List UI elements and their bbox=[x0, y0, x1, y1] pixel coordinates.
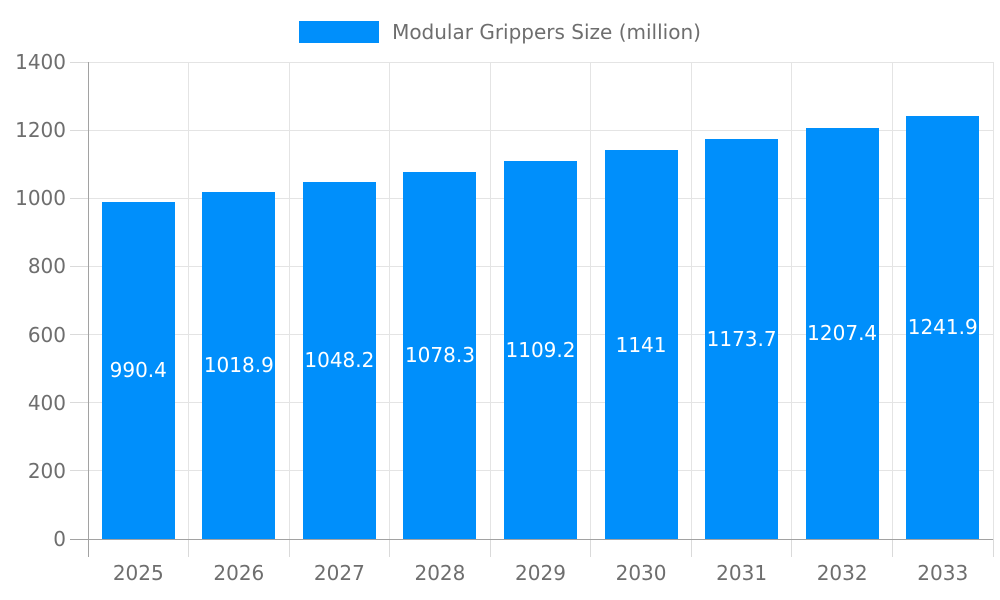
x-axis-label: 2027 bbox=[313, 561, 365, 585]
x-gridline bbox=[992, 62, 994, 539]
y-tick-mark bbox=[70, 61, 88, 63]
bar-value-label: 1109.2 bbox=[505, 338, 576, 363]
bar-value-label: 1078.3 bbox=[404, 343, 475, 368]
x-gridline bbox=[288, 62, 290, 539]
y-axis-label: 600 bbox=[27, 322, 66, 347]
y-axis-label: 400 bbox=[27, 390, 66, 415]
x-tick-mark bbox=[489, 539, 491, 557]
x-tick-mark bbox=[389, 539, 391, 557]
y-tick-mark bbox=[70, 197, 88, 199]
x-tick-mark bbox=[791, 539, 793, 557]
x-tick-mark bbox=[188, 539, 190, 557]
x-axis-label: 2031 bbox=[716, 561, 768, 585]
legend-swatch bbox=[299, 21, 380, 43]
bar-value-label: 990.4 bbox=[109, 358, 167, 383]
legend[interactable]: Modular Grippers Size (million) bbox=[0, 20, 1000, 44]
x-gridline bbox=[690, 62, 692, 539]
bar-2029[interactable] bbox=[504, 161, 577, 539]
y-axis-label: 1200 bbox=[15, 118, 66, 143]
y-tick-mark bbox=[70, 265, 88, 267]
bar-2032[interactable] bbox=[805, 127, 879, 539]
x-tick-mark bbox=[288, 539, 290, 557]
bar-value-label: 1141 bbox=[615, 332, 667, 357]
bar-2033[interactable] bbox=[906, 115, 980, 539]
x-axis-label: 2030 bbox=[615, 561, 667, 585]
x-tick-mark bbox=[992, 539, 994, 557]
y-axis-label: 1000 bbox=[15, 186, 66, 211]
x-axis-label: 2028 bbox=[414, 561, 466, 585]
y-tick-mark bbox=[70, 129, 88, 131]
x-gridline bbox=[590, 62, 592, 539]
bar-value-label: 1018.9 bbox=[203, 353, 274, 378]
x-gridline bbox=[389, 62, 391, 539]
x-gridline bbox=[891, 62, 893, 539]
bar-value-label: 1241.9 bbox=[907, 315, 978, 340]
bar-value-label: 1048.2 bbox=[304, 348, 375, 373]
bar-value-label: 1207.4 bbox=[807, 321, 878, 346]
y-axis-label: 200 bbox=[27, 458, 66, 483]
bar-2025[interactable] bbox=[101, 201, 175, 539]
bar-value-label: 1173.7 bbox=[706, 327, 777, 352]
y-axis-label: 0 bbox=[53, 527, 66, 551]
y-axis-label: 800 bbox=[27, 254, 66, 279]
y-tick-mark bbox=[70, 470, 88, 472]
x-axis-label: 2029 bbox=[515, 561, 566, 585]
y-gridline bbox=[88, 61, 993, 63]
y-axis-label: 1400 bbox=[15, 50, 66, 74]
x-tick-mark bbox=[690, 539, 692, 557]
x-gridline bbox=[188, 62, 190, 539]
bar-2028[interactable] bbox=[403, 171, 477, 539]
x-gridline bbox=[791, 62, 793, 539]
x-tick-mark bbox=[590, 539, 592, 557]
x-axis-label: 2026 bbox=[213, 561, 265, 585]
x-tick-mark bbox=[87, 539, 89, 557]
x-axis-label: 2025 bbox=[112, 561, 164, 585]
bar-2026[interactable] bbox=[202, 191, 276, 539]
x-axis-line bbox=[88, 538, 993, 540]
y-tick-mark bbox=[70, 538, 88, 540]
y-axis-line bbox=[87, 62, 89, 539]
x-gridline bbox=[489, 62, 491, 539]
x-axis-label: 2033 bbox=[917, 561, 969, 585]
bar-2031[interactable] bbox=[705, 139, 779, 539]
y-gridline bbox=[88, 129, 993, 131]
y-tick-mark bbox=[70, 334, 88, 336]
x-tick-mark bbox=[891, 539, 893, 557]
legend-series-label: Modular Grippers Size (million) bbox=[392, 20, 701, 44]
bar-2030[interactable] bbox=[604, 150, 678, 539]
y-tick-mark bbox=[70, 402, 88, 404]
bar-2027[interactable] bbox=[302, 181, 376, 539]
x-axis-label: 2032 bbox=[816, 561, 868, 585]
